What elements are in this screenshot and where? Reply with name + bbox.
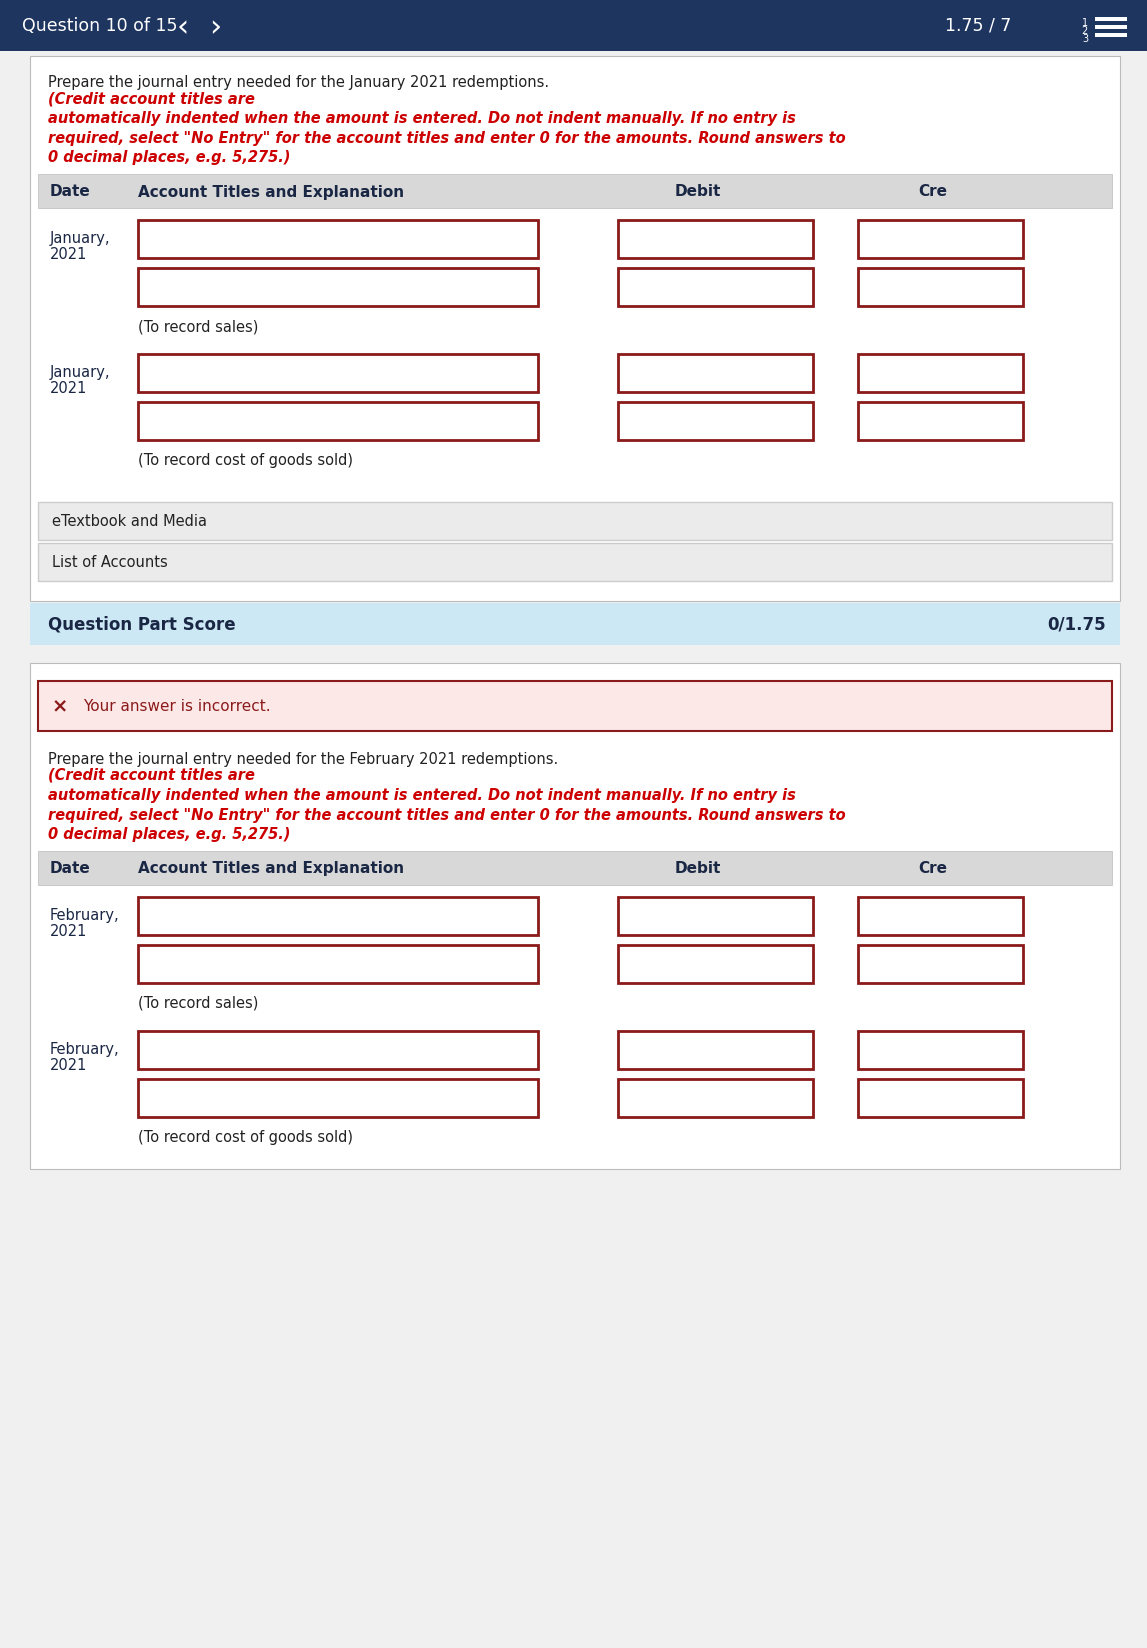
Text: February,: February, bbox=[50, 908, 119, 923]
Bar bbox=[38, 682, 1111, 732]
Bar bbox=[618, 221, 813, 259]
Bar bbox=[1095, 35, 1128, 38]
Text: eTextbook and Media: eTextbook and Media bbox=[52, 514, 206, 529]
Text: Your answer is incorrect.: Your answer is incorrect. bbox=[83, 699, 271, 714]
Bar bbox=[30, 58, 1119, 602]
Text: Prepare the journal entry needed for the January 2021 redemptions.: Prepare the journal entry needed for the… bbox=[48, 74, 554, 91]
Text: ‹: ‹ bbox=[177, 13, 189, 43]
Text: January,: January, bbox=[50, 364, 110, 379]
Bar bbox=[38, 544, 1111, 582]
Bar bbox=[138, 1032, 538, 1070]
Text: 2021: 2021 bbox=[50, 1058, 87, 1073]
Text: List of Accounts: List of Accounts bbox=[52, 555, 167, 570]
Bar bbox=[38, 852, 1111, 885]
Bar bbox=[618, 1032, 813, 1070]
Bar bbox=[858, 221, 1023, 259]
Text: Account Titles and Explanation: Account Titles and Explanation bbox=[138, 860, 404, 877]
Bar bbox=[138, 946, 538, 984]
Bar bbox=[618, 1079, 813, 1117]
Text: (To record cost of goods sold): (To record cost of goods sold) bbox=[138, 1129, 353, 1144]
Text: ×: × bbox=[52, 697, 68, 717]
Bar bbox=[618, 402, 813, 440]
Bar bbox=[618, 354, 813, 392]
Bar bbox=[138, 1079, 538, 1117]
Bar bbox=[618, 946, 813, 984]
Text: 1.75 / 7: 1.75 / 7 bbox=[945, 16, 1012, 35]
Bar bbox=[138, 221, 538, 259]
Text: 0/1.75: 0/1.75 bbox=[1047, 616, 1106, 633]
Text: ›: › bbox=[209, 13, 221, 43]
Text: 2: 2 bbox=[1082, 26, 1089, 36]
Text: January,: January, bbox=[50, 231, 110, 246]
Text: Cre: Cre bbox=[918, 185, 947, 199]
Text: Debit: Debit bbox=[674, 860, 721, 877]
Bar bbox=[1095, 26, 1128, 30]
Text: (To record cost of goods sold): (To record cost of goods sold) bbox=[138, 453, 353, 468]
Bar bbox=[858, 898, 1023, 936]
Bar bbox=[138, 898, 538, 936]
Bar bbox=[858, 946, 1023, 984]
Text: Cre: Cre bbox=[918, 860, 947, 877]
Text: 1: 1 bbox=[1082, 18, 1089, 28]
Bar bbox=[138, 269, 538, 307]
Text: (To record sales): (To record sales) bbox=[138, 318, 258, 335]
Text: (Credit account titles are
automatically indented when the amount is entered. Do: (Credit account titles are automatically… bbox=[48, 768, 845, 842]
Text: Question 10 of 15: Question 10 of 15 bbox=[22, 16, 178, 35]
Bar bbox=[38, 503, 1111, 541]
Bar bbox=[858, 354, 1023, 392]
Bar bbox=[858, 1032, 1023, 1070]
Text: 2021: 2021 bbox=[50, 923, 87, 938]
Bar bbox=[30, 603, 1119, 646]
Bar bbox=[138, 402, 538, 440]
Text: (Credit account titles are
automatically indented when the amount is entered. Do: (Credit account titles are automatically… bbox=[48, 91, 845, 165]
Text: (To record sales): (To record sales) bbox=[138, 995, 258, 1010]
Text: 2021: 2021 bbox=[50, 247, 87, 262]
Bar bbox=[858, 1079, 1023, 1117]
Text: Date: Date bbox=[50, 860, 91, 877]
Text: 3: 3 bbox=[1082, 35, 1089, 44]
Bar bbox=[858, 269, 1023, 307]
Bar bbox=[38, 175, 1111, 209]
Bar bbox=[138, 354, 538, 392]
Bar bbox=[30, 664, 1119, 1170]
Text: Account Titles and Explanation: Account Titles and Explanation bbox=[138, 185, 404, 199]
Text: Debit: Debit bbox=[674, 185, 721, 199]
Bar bbox=[0, 0, 1147, 53]
Text: Prepare the journal entry needed for the February 2021 redemptions.: Prepare the journal entry needed for the… bbox=[48, 751, 563, 766]
Bar bbox=[1095, 18, 1128, 21]
Text: Date: Date bbox=[50, 185, 91, 199]
Bar bbox=[858, 402, 1023, 440]
Bar bbox=[618, 898, 813, 936]
Text: Question Part Score: Question Part Score bbox=[48, 616, 235, 633]
Text: 2021: 2021 bbox=[50, 381, 87, 396]
Bar bbox=[618, 269, 813, 307]
Text: February,: February, bbox=[50, 1042, 119, 1056]
